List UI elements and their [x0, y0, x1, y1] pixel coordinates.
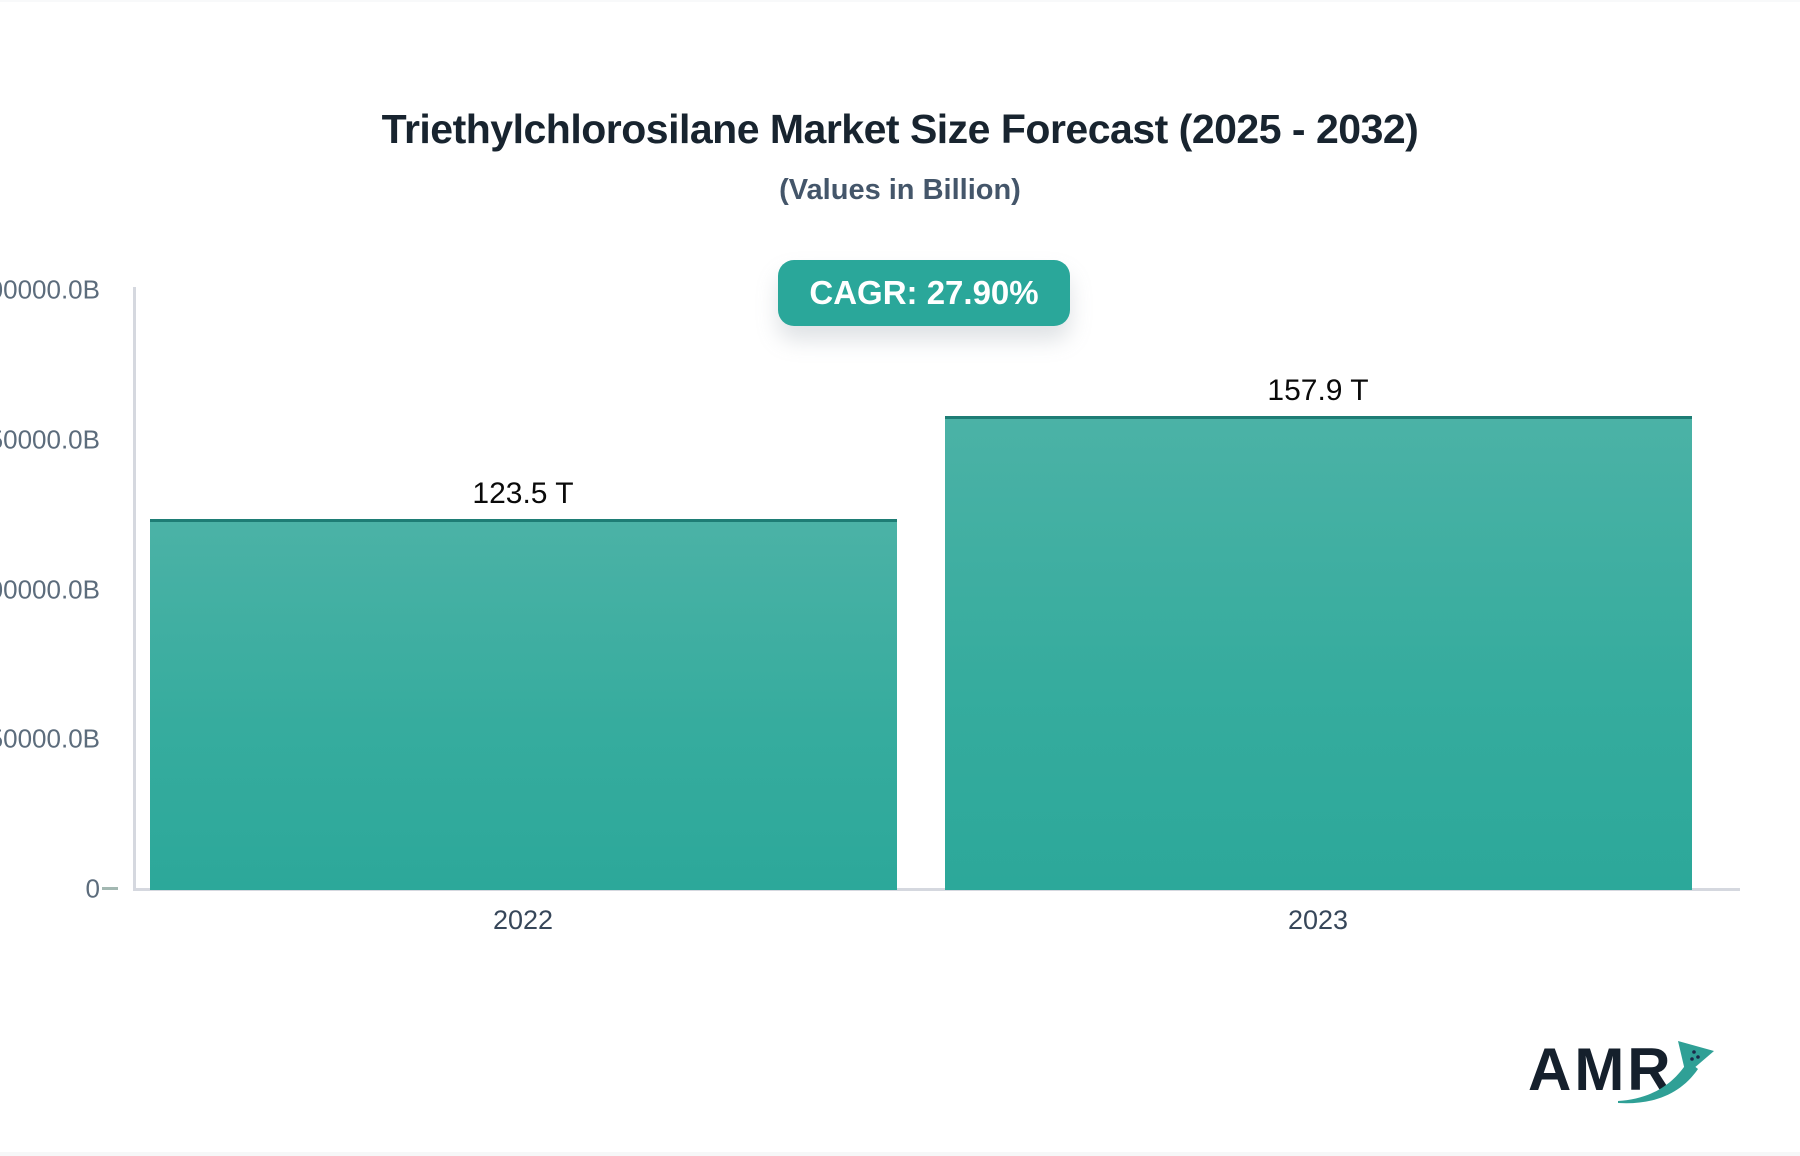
amr-logo: AMR: [1528, 1035, 1728, 1115]
x-axis-line: [133, 888, 1740, 891]
trend-up-arrow-icon: [1614, 1039, 1724, 1112]
y-axis-line: [133, 287, 136, 891]
x-tick-label: 2022: [492, 905, 554, 935]
chart-title: Triethylchlorosilane Market Size Forecas…: [381, 106, 1419, 152]
amr-logo-text: AMR: [1528, 1036, 1674, 1103]
page-bottom-edge: [0, 1152, 1800, 1156]
y-tick-label: 0: [85, 873, 100, 904]
bar-value-label: 157.9 T: [1267, 374, 1369, 407]
bar-2022[interactable]: [150, 519, 897, 890]
y-tick-label: 150000.0B: [0, 424, 100, 455]
y-tick-label: 200000.0B: [0, 274, 100, 305]
zero-tick-mark: [102, 887, 118, 890]
x-tick-label: 2023: [1287, 905, 1349, 935]
y-tick-label: 100000.0B: [0, 574, 100, 604]
cagr-badge: CAGR: 27.90%: [778, 260, 1070, 326]
bar-value-label: 123.5 T: [472, 477, 574, 510]
bar-2023[interactable]: [945, 416, 1692, 890]
y-tick-label: 50000.0B: [0, 723, 100, 754]
chart-subtitle: (Values in Billion): [779, 174, 1021, 206]
